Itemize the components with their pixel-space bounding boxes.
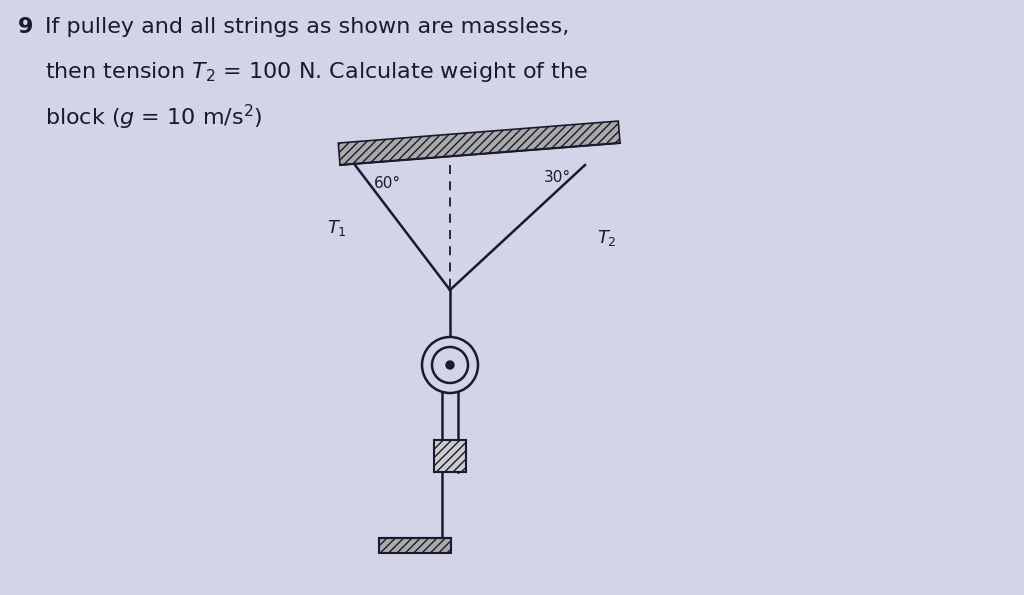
Circle shape [446,361,454,369]
Text: then tension $T_2$ = 100 N. Calculate weight of the: then tension $T_2$ = 100 N. Calculate we… [45,60,588,84]
Text: $T_1$: $T_1$ [327,218,347,237]
Polygon shape [338,121,620,165]
Circle shape [422,337,478,393]
Text: 30°: 30° [544,170,570,184]
Circle shape [432,347,468,383]
Text: $T_2$: $T_2$ [597,227,616,248]
Text: block ($g$ = 10 m/s$^2$): block ($g$ = 10 m/s$^2$) [45,103,262,132]
Bar [434,440,466,472]
Text: If pulley and all strings as shown are massless,: If pulley and all strings as shown are m… [45,17,569,37]
Bar [379,538,451,553]
Text: 9: 9 [18,17,34,37]
Text: 60°: 60° [374,176,400,190]
